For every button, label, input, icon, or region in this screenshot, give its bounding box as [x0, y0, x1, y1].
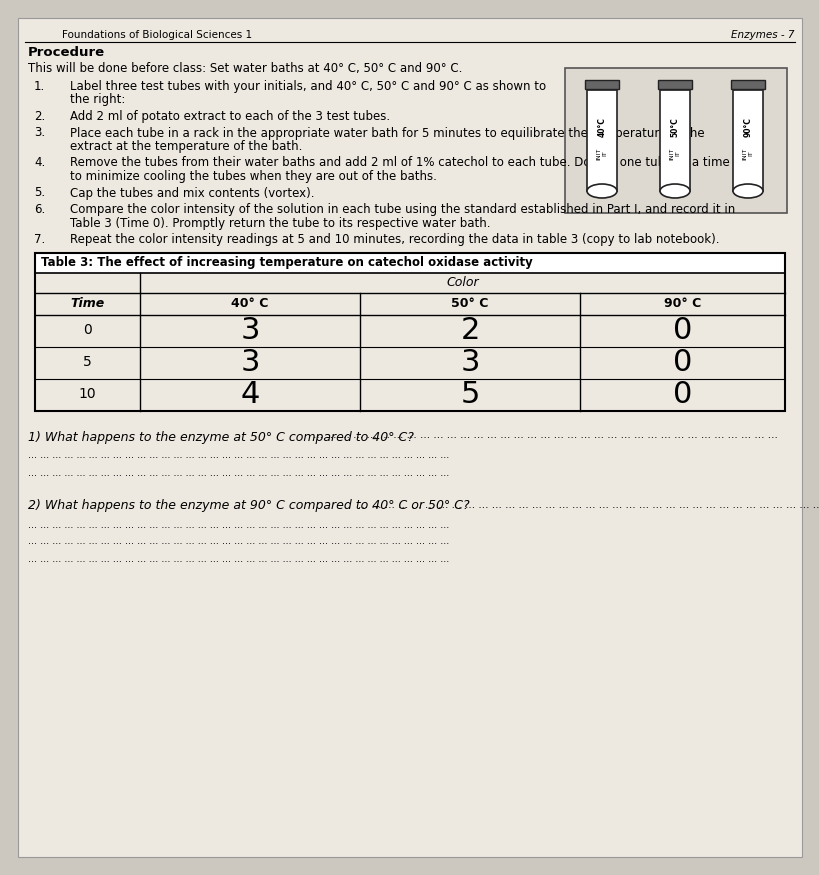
Text: 40° C: 40° C — [231, 297, 269, 310]
Text: 4: 4 — [240, 380, 260, 409]
Text: ... ... ... ... ... ... ... ... ... ... ... ... ... ... ... ... ... ... ... ... : ... ... ... ... ... ... ... ... ... ... … — [358, 500, 819, 509]
Text: Repeat the color intensity readings at 5 and 10 minutes, recording the data in t: Repeat the color intensity readings at 5… — [70, 233, 718, 246]
Text: ... ... ... ... ... ... ... ... ... ... ... ... ... ... ... ... ... ... ... ... : ... ... ... ... ... ... ... ... ... ... … — [28, 554, 449, 564]
Text: ... ... ... ... ... ... ... ... ... ... ... ... ... ... ... ... ... ... ... ... : ... ... ... ... ... ... ... ... ... ... … — [28, 520, 449, 529]
Text: ... ... ... ... ... ... ... ... ... ... ... ... ... ... ... ... ... ... ... ... : ... ... ... ... ... ... ... ... ... ... … — [313, 430, 777, 440]
Ellipse shape — [659, 184, 689, 198]
Text: 3: 3 — [459, 348, 479, 377]
Text: 0: 0 — [672, 380, 691, 409]
Text: 90°C: 90°C — [743, 117, 752, 137]
Text: Compare the color intensity of the solution in each tube using the standard esta: Compare the color intensity of the solut… — [70, 203, 735, 216]
Ellipse shape — [732, 184, 762, 198]
Text: 2) What happens to the enzyme at 90° C compared to 40° C or 50° C?: 2) What happens to the enzyme at 90° C c… — [28, 500, 469, 513]
Text: INIT
IT: INIT IT — [669, 147, 680, 159]
Text: 0: 0 — [672, 316, 691, 345]
Text: Foundations of Biological Sciences 1: Foundations of Biological Sciences 1 — [62, 30, 251, 40]
Text: Table 3 (Time 0). Promptly return the tube to its respective water bath.: Table 3 (Time 0). Promptly return the tu… — [70, 216, 490, 229]
Text: the right:: the right: — [70, 94, 125, 107]
Text: 1) What happens to the enzyme at 50° C compared to 40° C?: 1) What happens to the enzyme at 50° C c… — [28, 430, 414, 444]
Text: Color: Color — [446, 276, 478, 289]
Text: 2.: 2. — [34, 110, 45, 123]
Text: 1.: 1. — [34, 80, 45, 93]
Text: 0: 0 — [672, 348, 691, 377]
Text: 90° C: 90° C — [663, 297, 700, 310]
Text: ... ... ... ... ... ... ... ... ... ... ... ... ... ... ... ... ... ... ... ... : ... ... ... ... ... ... ... ... ... ... … — [28, 467, 449, 478]
Text: 4.: 4. — [34, 157, 45, 170]
Bar — [35, 253, 784, 410]
Bar — [659, 90, 689, 191]
Text: Procedure: Procedure — [28, 46, 105, 59]
Text: This will be done before class: Set water baths at 40° C, 50° C and 90° C.: This will be done before class: Set wate… — [28, 62, 462, 75]
Text: 2: 2 — [459, 316, 479, 345]
Text: 40°C: 40°C — [597, 117, 606, 137]
Text: Enzymes - 7: Enzymes - 7 — [731, 30, 794, 40]
Text: Cap the tubes and mix contents (vortex).: Cap the tubes and mix contents (vortex). — [70, 186, 314, 200]
Text: Remove the tubes from their water baths and add 2 ml of 1% catechol to each tube: Remove the tubes from their water baths … — [70, 157, 729, 170]
Bar — [564, 68, 786, 213]
Text: 5: 5 — [83, 355, 92, 369]
Text: 3: 3 — [240, 316, 260, 345]
Text: extract at the temperature of the bath.: extract at the temperature of the bath. — [70, 140, 302, 153]
Text: 0: 0 — [83, 324, 92, 338]
Ellipse shape — [586, 184, 616, 198]
Bar — [732, 90, 762, 191]
Text: 3.: 3. — [34, 127, 45, 139]
Text: 50° C: 50° C — [450, 297, 488, 310]
Text: 5: 5 — [459, 380, 479, 409]
Text: 5.: 5. — [34, 186, 45, 200]
Text: INIT
IT: INIT IT — [742, 147, 753, 159]
Bar — [730, 80, 764, 89]
Text: 6.: 6. — [34, 203, 45, 216]
Text: Label three test tubes with your initials, and 40° C, 50° C and 90° C as shown t: Label three test tubes with your initial… — [70, 80, 545, 93]
Bar — [35, 253, 784, 272]
Text: ... ... ... ... ... ... ... ... ... ... ... ... ... ... ... ... ... ... ... ... : ... ... ... ... ... ... ... ... ... ... … — [28, 451, 449, 460]
Text: 3: 3 — [240, 348, 260, 377]
Text: Time: Time — [70, 297, 105, 310]
Text: Add 2 ml of potato extract to each of the 3 test tubes.: Add 2 ml of potato extract to each of th… — [70, 110, 390, 123]
Text: ... ... ... ... ... ... ... ... ... ... ... ... ... ... ... ... ... ... ... ... : ... ... ... ... ... ... ... ... ... ... … — [28, 536, 449, 547]
Bar — [657, 80, 691, 89]
Text: 50°C: 50°C — [670, 117, 679, 137]
Text: Place each tube in a rack in the appropriate water bath for 5 minutes to equilib: Place each tube in a rack in the appropr… — [70, 127, 704, 139]
Text: 10: 10 — [79, 388, 96, 402]
Text: to minimize cooling the tubes when they are out of the baths.: to minimize cooling the tubes when they … — [70, 170, 437, 183]
Text: INIT
IT: INIT IT — [596, 147, 607, 159]
Text: Table 3: The effect of increasing temperature on catechol oxidase activity: Table 3: The effect of increasing temper… — [41, 256, 532, 269]
Text: 7.: 7. — [34, 233, 45, 246]
Bar — [586, 90, 616, 191]
Bar — [584, 80, 618, 89]
